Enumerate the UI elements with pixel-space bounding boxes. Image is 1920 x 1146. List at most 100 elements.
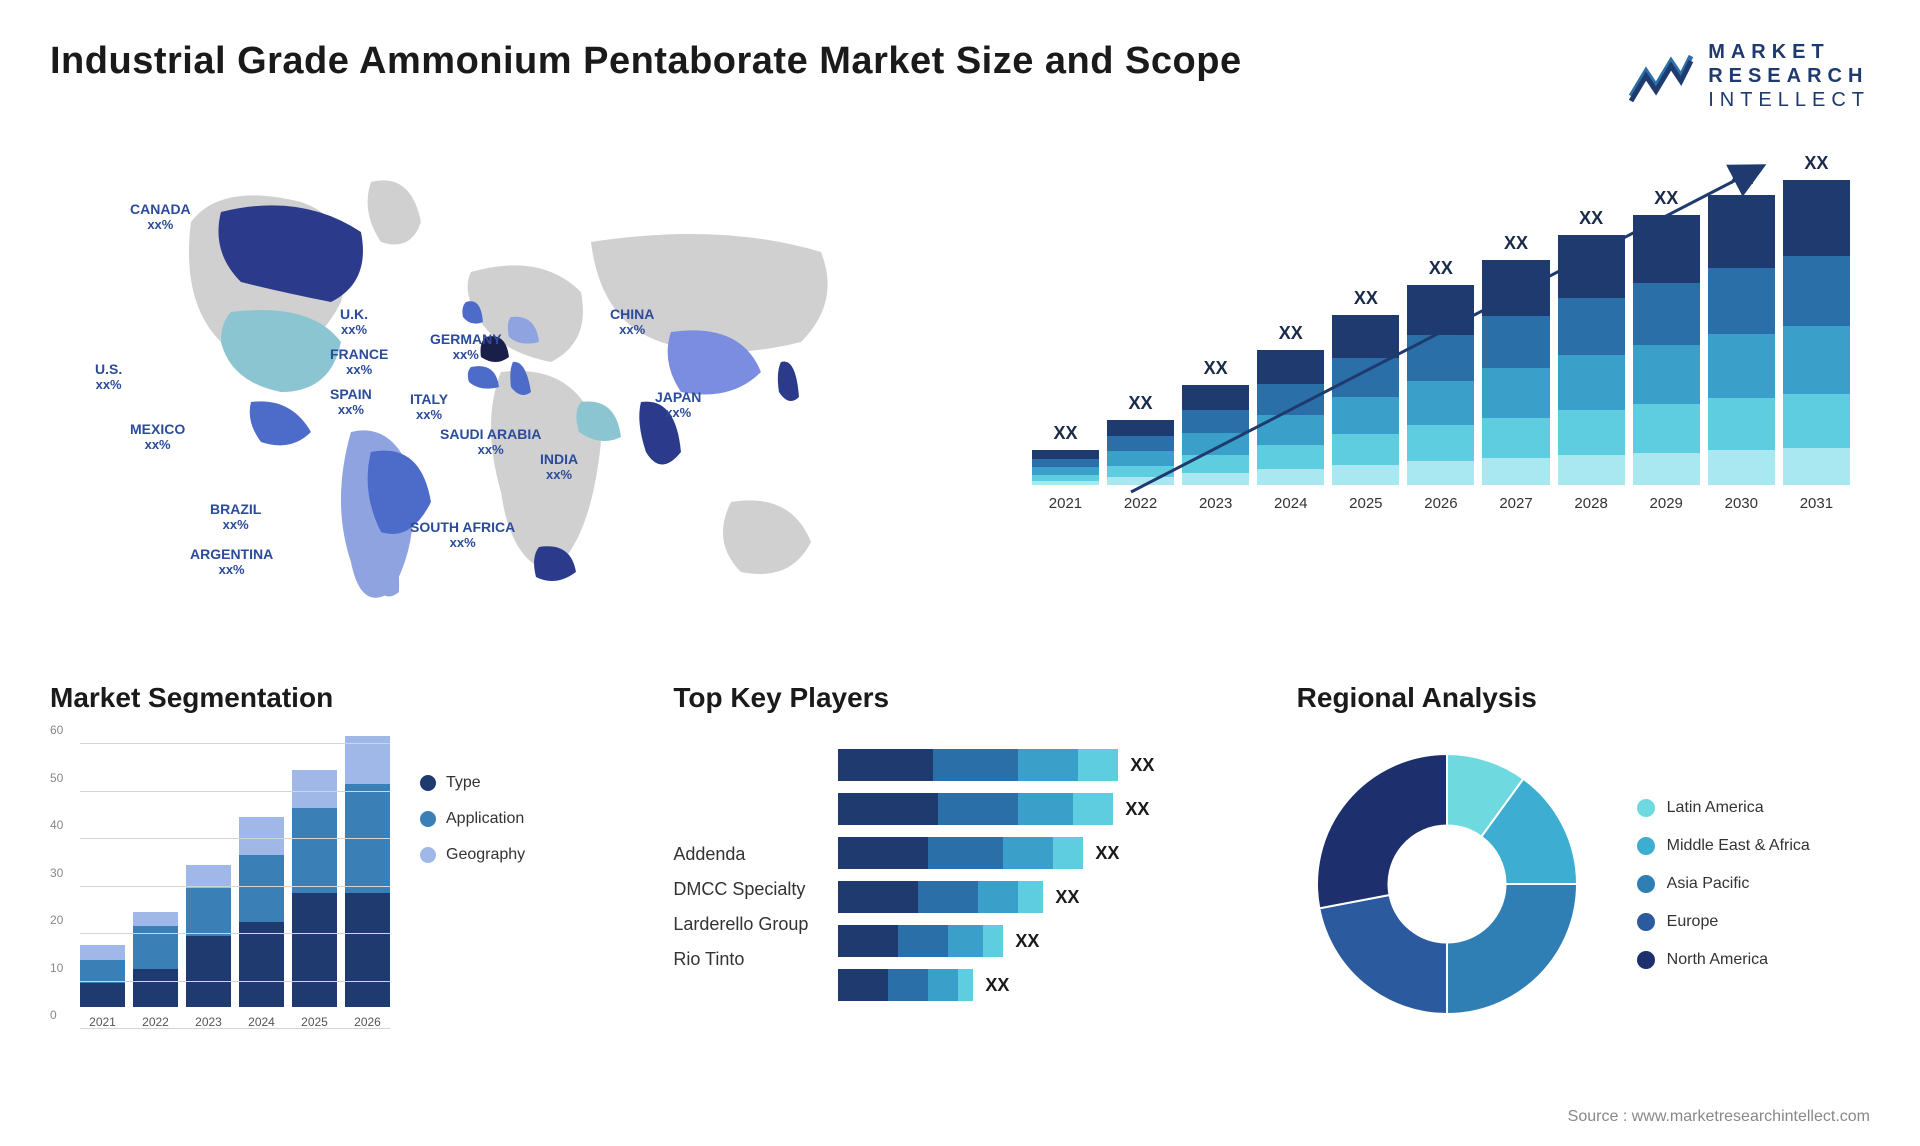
growth-bar-value: XX [1729,168,1753,189]
growth-bar-year: 2021 [1049,495,1082,512]
regional-legend-item: Europe [1637,913,1810,931]
segmentation-legend: Type Application Geography [420,734,525,864]
player-name: Larderello Group [673,914,808,935]
growth-bar-value: XX [1279,323,1303,344]
seg-bar-year: 2024 [248,1015,275,1029]
seg-ytick: 0 [50,1008,57,1022]
segmentation-panel: Market Segmentation 20212022202320242025… [50,682,623,1082]
map-label: ITALYxx% [410,392,448,423]
map-label: U.K.xx% [340,307,368,338]
map-label: SAUDI ARABIAxx% [440,427,541,458]
map-label: BRAZILxx% [210,502,261,533]
regional-legend-label: Europe [1667,913,1719,931]
growth-bar: XX2031 [1783,153,1850,512]
map-label: CHINAxx% [610,307,654,338]
growth-bar-year: 2022 [1124,495,1157,512]
map-label: CANADAxx% [130,202,191,233]
map-label: ARGENTINAxx% [190,547,273,578]
growth-bar: XX 2025 [1332,288,1399,512]
growth-bar-year: 2024 [1274,495,1307,512]
player-bar-row: XX [838,969,1246,1001]
seg-bar-year: 2022 [142,1015,169,1029]
player-bar-value: XX [985,975,1009,996]
page-title: Industrial Grade Ammonium Pentaborate Ma… [50,40,1242,83]
growth-bar: XX 2030 [1708,168,1775,512]
source-text: Source : www.marketresearchintellect.com [1568,1108,1870,1126]
players-names: AddendaDMCC SpecialtyLarderello GroupRio… [673,734,808,970]
growth-bar-value: XX [1129,393,1153,414]
regional-legend-item: Middle East & Africa [1637,837,1810,855]
growth-bar: XX2026 [1407,258,1474,512]
seg-bar: 2022 [133,912,178,1029]
regional-donut [1297,734,1597,1034]
regional-legend-item: North America [1637,951,1810,969]
seg-legend-item: Type [420,774,525,792]
seg-bar-year: 2026 [354,1015,381,1029]
player-bar-value: XX [1055,887,1079,908]
seg-bar-year: 2023 [195,1015,222,1029]
donut-segment [1319,895,1447,1014]
player-bar-row: XX [838,793,1246,825]
map-label: JAPANxx% [655,390,701,421]
seg-ytick: 40 [50,818,63,832]
growth-bar-value: XX [1654,188,1678,209]
seg-bar: 2026 [345,736,390,1029]
player-bar-row: XX [838,925,1246,957]
seg-legend-label: Application [446,810,524,828]
map-label: SOUTH AFRICAxx% [410,520,515,551]
map-label: INDIAxx% [540,452,578,483]
player-bar-row: XX [838,881,1246,913]
seg-bar-year: 2021 [89,1015,116,1029]
regional-panel: Regional Analysis Latin America Middle Ea… [1297,682,1870,1082]
seg-legend-label: Geography [446,846,525,864]
players-panel: Top Key Players AddendaDMCC SpecialtyLar… [673,682,1246,1082]
seg-legend-item: Geography [420,846,525,864]
seg-bar-year: 2025 [301,1015,328,1029]
seg-ytick: 60 [50,723,63,737]
growth-bar-year: 2030 [1725,495,1758,512]
player-bar-value: XX [1125,799,1149,820]
growth-bar-year: 2025 [1349,495,1382,512]
seg-bar: 2021 [80,945,125,1029]
growth-bar: XX 2022 [1107,393,1174,512]
growth-bar-value: XX [1579,208,1603,229]
map-label: MEXICOxx% [130,422,185,453]
logo-line1: MARKET [1708,40,1870,64]
growth-bar-year: 2023 [1199,495,1232,512]
player-name: Addenda [673,844,808,865]
player-bar-row: XX [838,749,1246,781]
map-label: U.S.xx% [95,362,122,393]
map-label: FRANCExx% [330,347,388,378]
growth-bar-value: XX [1504,233,1528,254]
regional-title: Regional Analysis [1297,682,1870,714]
regional-legend-label: North America [1667,951,1768,969]
player-bar-value: XX [1015,931,1039,952]
growth-bar-value: XX [1204,358,1228,379]
seg-bar: 2024 [239,817,284,1029]
growth-bar-value: XX [1354,288,1378,309]
regional-legend: Latin America Middle East & Africa Asia Pa… [1637,799,1810,969]
growth-bar-value: XX [1804,153,1828,174]
seg-ytick: 50 [50,771,63,785]
growth-bar: XX2021 [1032,423,1099,512]
logo-line3: INTELLECT [1708,88,1870,112]
map-label: GERMANYxx% [430,332,502,363]
players-bars: XXXXXXXXXXXX [838,734,1246,1001]
growth-chart: XX2021XX2022XX2023XX2024XX2025XX2026XX20… [1012,142,1870,622]
seg-ytick: 20 [50,913,63,927]
segmentation-chart: 202120222023202420252026 0102030405060 [50,734,390,1054]
growth-bar: XX 2023 [1182,358,1249,512]
seg-bar: 2025 [292,770,337,1030]
regional-legend-label: Latin America [1667,799,1764,817]
growth-bar: XX 2024 [1257,323,1324,512]
growth-bar-value: XX [1429,258,1453,279]
logo-line2: RESEARCH [1708,64,1870,88]
regional-legend-label: Asia Pacific [1667,875,1750,893]
donut-segment [1447,884,1577,1014]
world-map-panel: CANADAxx% U.S.xx% MEXICOxx% BRAZILxx% ARGENT… [50,142,972,622]
seg-ytick: 30 [50,866,63,880]
seg-legend-item: Application [420,810,525,828]
player-name: Rio Tinto [673,949,808,970]
growth-bar-year: 2027 [1499,495,1532,512]
regional-legend-item: Asia Pacific [1637,875,1810,893]
